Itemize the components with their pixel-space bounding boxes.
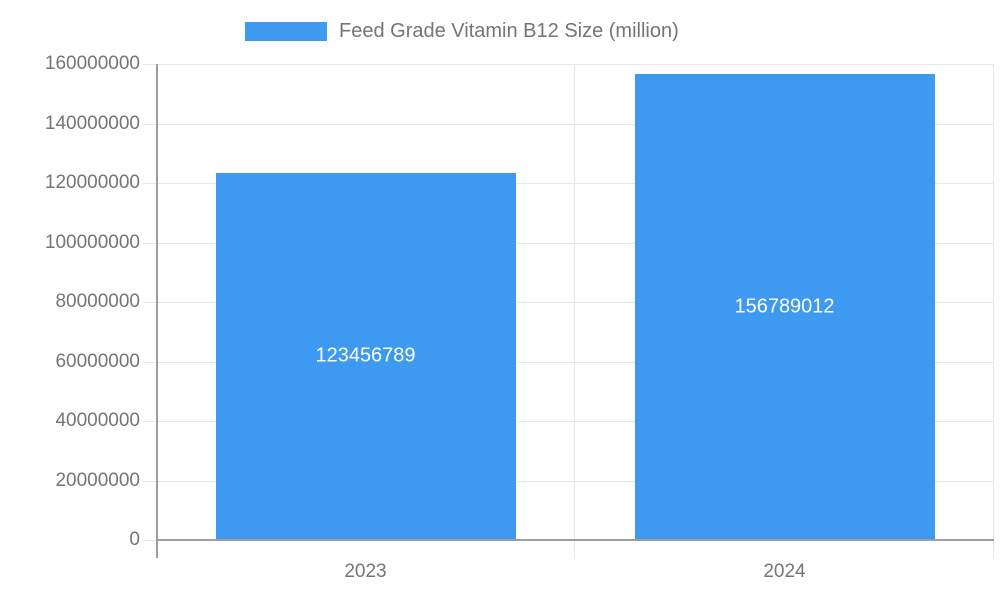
y-gridline: [156, 123, 994, 125]
y-axis-tick: [143, 421, 156, 422]
bar-2023[interactable]: [215, 172, 516, 540]
x-axis-label: 2023: [344, 561, 387, 582]
y-axis-tick: [143, 302, 156, 303]
y-axis-tick: [143, 64, 156, 65]
y-gridline: [156, 242, 994, 244]
y-axis-tick-label: 0: [129, 529, 140, 550]
y-axis-tick: [143, 540, 156, 541]
x-axis-line: [156, 539, 994, 541]
y-axis-tick: [143, 242, 156, 244]
y-gridline: [156, 183, 994, 184]
y-gridline: [156, 421, 994, 422]
legend-swatch-icon: [245, 21, 327, 41]
y-axis-tick: [143, 480, 156, 482]
y-axis-tick-label: 80000000: [55, 291, 140, 312]
y-gridline: [156, 302, 994, 303]
y-axis-tick-label: 40000000: [55, 410, 140, 431]
y-axis-tick-label: 160000000: [44, 53, 140, 74]
chart-legend[interactable]: Feed Grade Vitamin B12 Size (million): [245, 20, 679, 42]
y-gridline: [156, 64, 994, 65]
y-axis-line: [156, 64, 158, 558]
bar-value-label: 156789012: [734, 295, 835, 318]
y-axis-tick: [143, 123, 156, 125]
y-axis-tick: [143, 183, 156, 184]
y-axis-tick-label: 60000000: [55, 350, 140, 372]
y-axis-tick-label: 100000000: [44, 231, 140, 253]
y-axis-tick: [143, 361, 156, 363]
plot-area: 123456789 156789012: [143, 64, 994, 558]
y-gridline: [156, 361, 994, 363]
category-boundary-line: [993, 64, 994, 558]
category-boundary-line: [574, 64, 575, 558]
bar-2024[interactable]: [634, 73, 935, 540]
bar-value-label: 123456789: [315, 344, 416, 367]
y-axis-tick-label: 140000000: [44, 112, 140, 134]
x-axis-label: 2024: [763, 561, 806, 582]
y-axis-tick-label: 120000000: [44, 172, 140, 193]
y-gridline: [156, 480, 994, 482]
legend-series-label: Feed Grade Vitamin B12 Size (million): [339, 20, 679, 42]
y-axis-tick-label: 20000000: [55, 469, 140, 491]
